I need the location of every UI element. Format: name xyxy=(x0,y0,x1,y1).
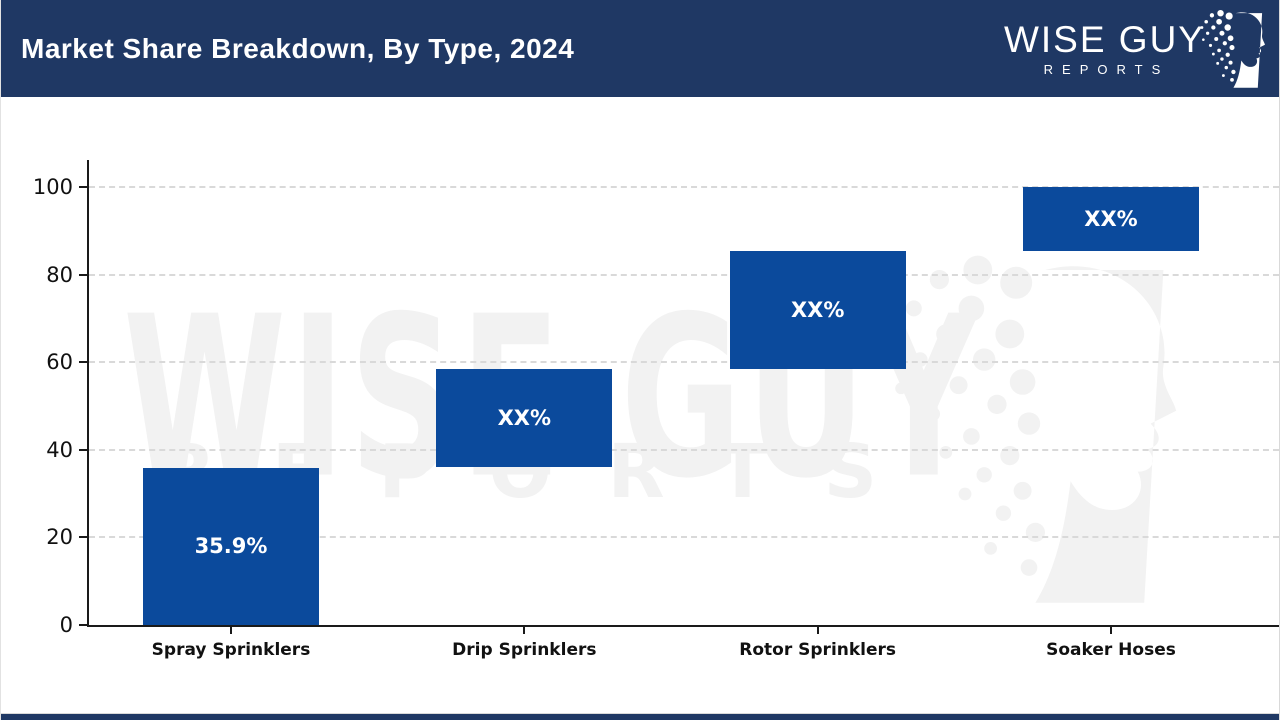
x-category-label: Rotor Sprinklers xyxy=(739,640,897,660)
footer-bar xyxy=(1,713,1279,720)
y-tick-mark xyxy=(79,186,87,188)
brand-logo: WISE GUY REPORTS xyxy=(1004,6,1279,92)
brand-name: WISE GUY xyxy=(1003,18,1205,60)
bar-drip-sprinklers: XX% xyxy=(436,369,613,467)
gridline xyxy=(89,536,1279,539)
bar-spray-sprinklers: 35.9% xyxy=(143,467,319,625)
watermark-face-icon xyxy=(888,255,1177,603)
x-tick-mark xyxy=(230,627,232,634)
bar-value-label: 35.9% xyxy=(194,534,268,559)
y-tick-mark xyxy=(79,361,87,364)
brand-logo-text: WISE GUY REPORTS xyxy=(1004,21,1205,77)
x-category-label: Drip Sprinklers xyxy=(452,640,597,660)
x-category-label: Soaker Hoses xyxy=(1046,640,1176,660)
y-tick-label: 0 xyxy=(59,613,73,637)
gridline xyxy=(89,448,1279,451)
header: Market Share Breakdown, By Type, 2024 WI… xyxy=(1,0,1279,97)
y-tick-mark xyxy=(79,536,87,539)
gridline xyxy=(89,186,1279,188)
bar-value-label: XX% xyxy=(1084,206,1138,231)
brand-subtitle: REPORTS xyxy=(1043,61,1170,77)
bar-rotor-sprinklers: XX% xyxy=(729,250,906,370)
x-category-label: Spray Sprinklers xyxy=(151,640,311,660)
x-tick-mark xyxy=(816,627,819,634)
y-tick-label: 80 xyxy=(46,262,73,287)
gridline xyxy=(89,361,1279,364)
x-tick-mark xyxy=(1109,627,1112,634)
y-tick-mark xyxy=(79,624,87,626)
x-axis-line xyxy=(87,625,1279,627)
page-title: Market Share Breakdown, By Type, 2024 xyxy=(21,32,575,64)
y-tick-label: 40 xyxy=(46,437,73,462)
gridline xyxy=(89,273,1279,276)
chart-area: WISE GUY REPORTS 0 20 40 60 80 100 35.9% Spray … xyxy=(1,97,1279,714)
y-tick-label: 60 xyxy=(46,350,73,375)
bar-value-label: XX% xyxy=(790,298,845,323)
y-tick-mark xyxy=(79,273,87,276)
y-tick-label: 20 xyxy=(46,525,73,550)
y-tick-label: 100 xyxy=(32,175,73,199)
bar-soaker-hoses: XX% xyxy=(1022,187,1199,251)
bar-value-label: XX% xyxy=(497,406,552,431)
y-axis-line xyxy=(87,160,89,627)
y-tick-mark xyxy=(79,448,87,451)
x-tick-mark xyxy=(523,627,526,634)
